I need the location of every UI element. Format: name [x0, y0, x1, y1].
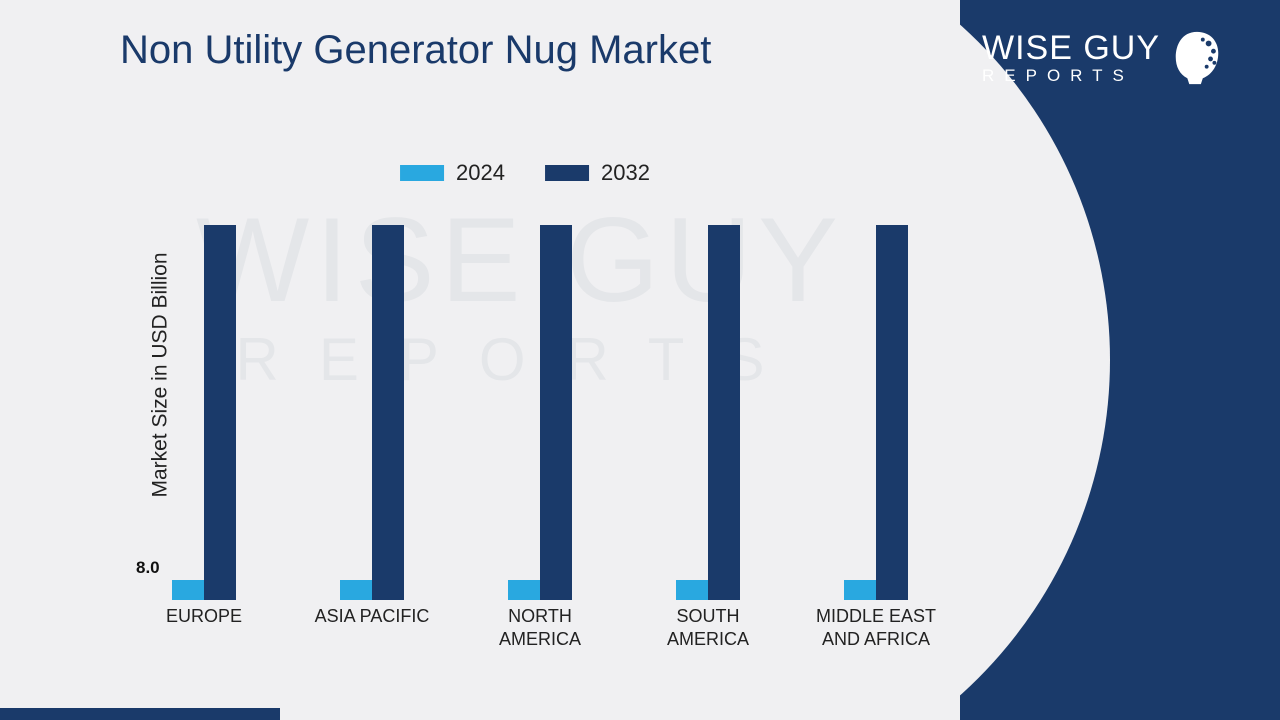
chart-title: Non Utility Generator Nug Market	[120, 28, 711, 73]
chart-region: 2024 2032 Market Size in USD Billion 8.0	[90, 150, 960, 600]
bar-groups: 8.0	[120, 200, 960, 600]
legend: 2024 2032	[400, 160, 650, 186]
x-axis-labels: EUROPE ASIA PACIFIC NORTH AMERICA SOUTH …	[120, 605, 960, 650]
bar-north-america-2032	[540, 225, 572, 600]
xlabel-asia-pacific: ASIA PACIFIC	[302, 605, 442, 650]
value-label-europe-2024: 8.0	[136, 558, 160, 578]
legend-swatch-2032	[545, 165, 589, 181]
logo-line1: WISE GUY	[982, 31, 1160, 65]
xlabel-south-america: SOUTH AMERICA	[638, 605, 778, 650]
bar-asia-pacific-2024	[340, 580, 372, 600]
bar-south-america-2024	[676, 580, 708, 600]
bottom-accent-bar	[0, 708, 280, 720]
canvas: WISE GUY REPORTS Non Utility Generator N…	[0, 0, 1280, 720]
bar-group-europe: 8.0	[172, 225, 236, 600]
brand-logo: WISE GUY REPORTS	[982, 28, 1252, 86]
bar-south-america-2032	[708, 225, 740, 600]
bar-north-america-2024	[508, 580, 540, 600]
legend-label-2032: 2032	[601, 160, 650, 186]
bar-group-south-america	[676, 225, 740, 600]
bar-group-mea	[844, 225, 908, 600]
bar-europe-2032	[204, 225, 236, 600]
bar-europe-2024	[172, 580, 204, 600]
logo-line2: REPORTS	[982, 67, 1160, 84]
bar-group-north-america	[508, 225, 572, 600]
logo-head-icon	[1168, 28, 1226, 86]
xlabel-europe: EUROPE	[134, 605, 274, 650]
bar-asia-pacific-2032	[372, 225, 404, 600]
legend-label-2024: 2024	[456, 160, 505, 186]
bar-group-asia-pacific	[340, 225, 404, 600]
legend-swatch-2024	[400, 165, 444, 181]
plot-area: 8.0	[120, 200, 960, 600]
bar-mea-2024	[844, 580, 876, 600]
xlabel-north-america: NORTH AMERICA	[470, 605, 610, 650]
legend-item-2032: 2032	[545, 160, 650, 186]
bar-mea-2032	[876, 225, 908, 600]
xlabel-mea: MIDDLE EAST AND AFRICA	[806, 605, 946, 650]
legend-item-2024: 2024	[400, 160, 505, 186]
